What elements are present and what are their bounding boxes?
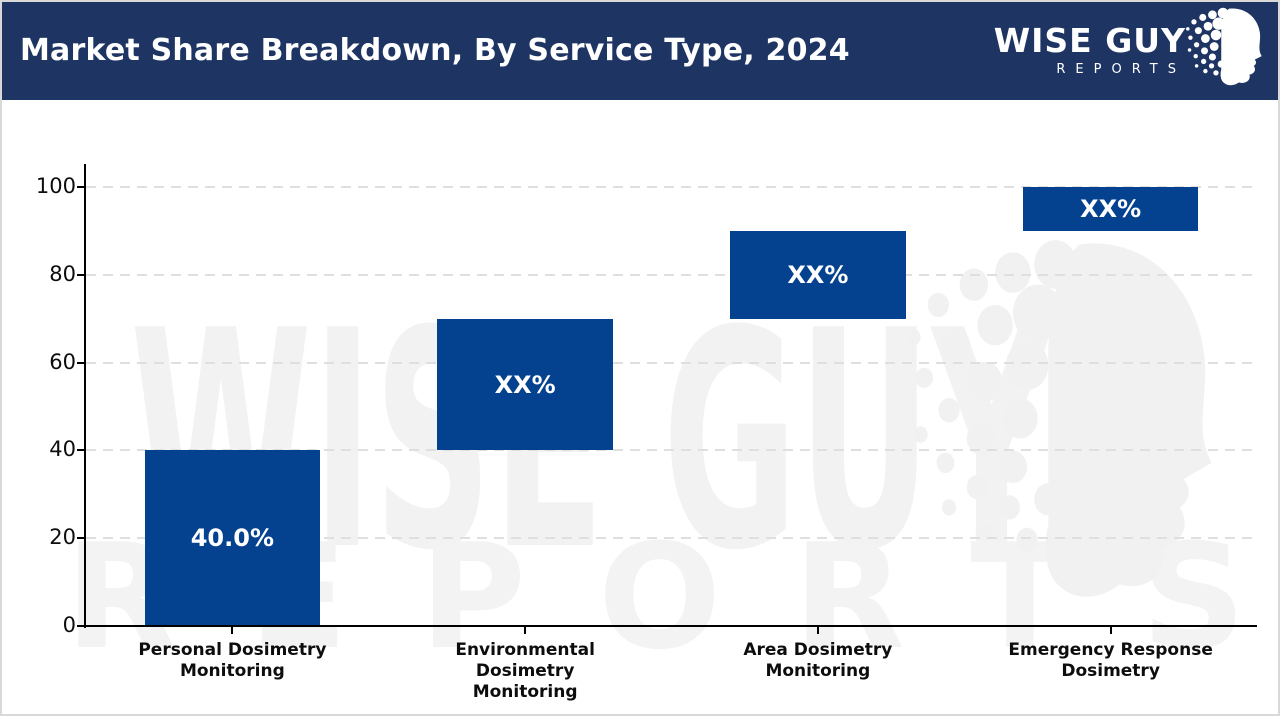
x-category-line: Environmental <box>455 640 595 660</box>
bar-2: XX% <box>437 318 613 451</box>
wiseguy-head-icon <box>1176 6 1270 94</box>
x-category-label: Personal Dosimetry Monitoring <box>86 640 379 682</box>
x-category-line: Monitoring <box>179 661 285 681</box>
x-tick-mark <box>231 627 234 634</box>
x-tick-mark <box>816 627 819 634</box>
x-category-line: Personal Dosimetry <box>138 640 327 660</box>
y-tick-mark <box>77 449 84 452</box>
x-category-label: Emergency Response Dosimetry <box>964 640 1257 682</box>
x-category-label: Area Dosimetry Monitoring <box>672 640 965 682</box>
x-category-line: Monitoring <box>472 682 578 702</box>
gridline-80 <box>86 273 1257 276</box>
x-category-line: Monitoring <box>765 661 871 681</box>
bar-3: XX% <box>730 230 906 319</box>
bar-value-label: XX% <box>1080 194 1142 223</box>
x-category-label: Environmental Dosimetry Monitoring <box>379 640 672 703</box>
y-axis-line <box>84 164 86 628</box>
x-tick-mark <box>524 627 527 634</box>
x-category-line: Dosimetry <box>475 661 575 681</box>
y-tick-label: 40 <box>49 437 76 462</box>
y-tick-label: 20 <box>49 525 76 550</box>
brand-subname: REPORTS <box>1056 61 1186 77</box>
gridline-40 <box>86 449 1257 452</box>
y-tick-mark <box>77 361 84 364</box>
y-tick-mark <box>77 273 84 276</box>
x-category-line: Area Dosimetry <box>743 640 893 660</box>
y-tick-label: 100 <box>35 174 76 198</box>
x-tick-mark <box>1109 627 1112 634</box>
x-category-line: Emergency Response <box>1008 640 1213 660</box>
y-tick-label: 80 <box>49 261 76 286</box>
gridline-100 <box>86 186 1257 188</box>
bar-value-label: 40.0% <box>190 524 274 553</box>
brand-name: WISE GUY <box>993 20 1186 60</box>
gridline-60 <box>86 361 1257 364</box>
bar-1: 40.0% <box>144 450 321 626</box>
y-tick-mark <box>77 537 84 540</box>
watermark-head-icon <box>878 232 1233 637</box>
y-tick-mark <box>77 625 84 627</box>
gridline-20 <box>86 537 1257 540</box>
y-tick-label: 0 <box>62 613 76 637</box>
x-axis-line <box>84 625 1257 627</box>
bar-4: XX% <box>1022 187 1199 231</box>
bar-value-label: XX% <box>787 260 849 289</box>
y-tick-label: 60 <box>49 349 76 374</box>
x-category-line: Dosimetry <box>1061 661 1160 681</box>
brand-logo-text: WISE GUY REPORTS <box>994 24 1186 77</box>
bar-value-label: XX% <box>494 370 556 399</box>
header-bar: Market Share Breakdown, By Service Type,… <box>0 0 1280 100</box>
brand-logo: WISE GUY REPORTS <box>994 6 1270 94</box>
chart-title: Market Share Breakdown, By Service Type,… <box>20 32 850 68</box>
y-tick-mark <box>77 186 84 188</box>
